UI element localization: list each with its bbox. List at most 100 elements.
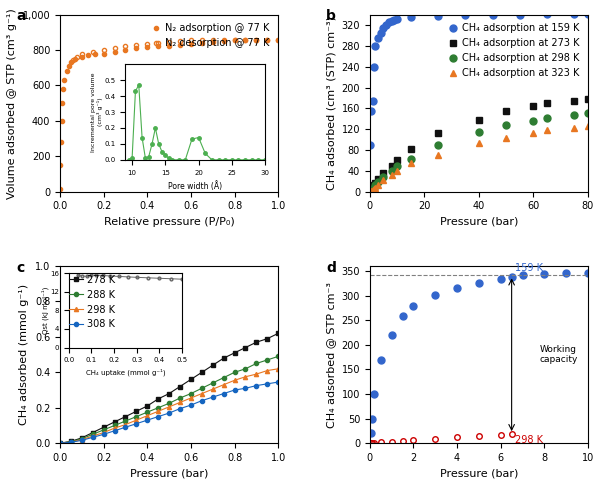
298 K <box>100 430 107 435</box>
CH₄ adsorption at 159 K <box>407 14 415 20</box>
N₂ adsorption @ 77 K <box>78 54 85 60</box>
CH₄ adsorption at 298 K <box>503 122 510 128</box>
CH₄ adsorption at 323 K <box>367 188 374 194</box>
CH₄ adsorption at 323 K <box>388 172 395 178</box>
Y-axis label: CH₄ adsorbed @ STP cm⁻³: CH₄ adsorbed @ STP cm⁻³ <box>326 281 336 428</box>
288 K <box>100 427 107 433</box>
X-axis label: Pressure (bar): Pressure (bar) <box>130 468 208 478</box>
CH₄ adsorption at 273 K <box>374 176 382 182</box>
278 K <box>166 391 173 396</box>
N₂ adsorption @ 77 K <box>133 45 140 51</box>
CH₄ adsorption at 323 K <box>434 152 442 158</box>
N₂ adsorption @ 77 K <box>111 49 118 55</box>
N₂ adsorption @ 77 K <box>63 68 70 74</box>
308 K <box>166 410 173 416</box>
278 K <box>111 419 118 425</box>
288 K <box>67 439 74 445</box>
CH₄ adsorption at 159 K <box>369 97 376 103</box>
N₂ desorption @ 77 K <box>275 37 282 43</box>
CH₄ adsorption at 159 K <box>544 11 551 17</box>
CH₄ adsorption at 273 K <box>368 186 375 192</box>
N₂ desorption @ 77 K <box>70 57 77 63</box>
308 K <box>263 381 271 387</box>
CH₄ adsorption at 323 K <box>503 135 510 141</box>
298 K <box>67 439 74 445</box>
298 K <box>78 437 85 443</box>
N₂ adsorption @ 77 K <box>56 186 64 192</box>
N₂ adsorption @ 77 K <box>65 63 73 69</box>
288 K <box>111 423 118 429</box>
CH₄ adsorption at 273 K <box>503 108 510 114</box>
CH₄ adsorption at 273 K <box>544 100 551 106</box>
N₂ adsorption @ 77 K <box>100 51 107 56</box>
278 K <box>263 336 271 341</box>
N₂ adsorption @ 77 K <box>220 38 227 44</box>
N₂ desorption @ 77 K <box>176 38 184 44</box>
CH₄ adsorption at 323 K <box>394 168 401 174</box>
Line: N₂ desorption @ 77 K: N₂ desorption @ 77 K <box>71 38 280 62</box>
Y-axis label: Volume adsorbed @ STP (cm³ g⁻¹): Volume adsorbed @ STP (cm³ g⁻¹) <box>7 8 17 199</box>
Y-axis label: CH₄ adsorbed (mmol g⁻¹): CH₄ adsorbed (mmol g⁻¹) <box>19 284 29 425</box>
308 K <box>242 385 249 391</box>
CH₄ adsorption at 323 K <box>371 185 379 190</box>
CH₄ adsorption at 273 K <box>434 130 442 136</box>
278 K <box>100 424 107 430</box>
N₂ desorption @ 77 K <box>187 37 194 43</box>
N₂ desorption @ 77 K <box>111 45 118 51</box>
CH₄ adsorption at 323 K <box>544 127 551 133</box>
Text: d: d <box>326 261 336 275</box>
CH₄ adsorption at 298 K <box>530 118 537 124</box>
Text: 298 K: 298 K <box>515 435 543 445</box>
CH₄ adsorption at 273 K <box>530 103 537 109</box>
298 K <box>187 395 194 401</box>
Text: Working
capacity: Working capacity <box>540 345 578 364</box>
CH₄ adsorption at 159 K <box>388 18 395 24</box>
CH₄ adsorption at 273 K <box>367 187 374 193</box>
N₂ adsorption @ 77 K <box>67 59 74 65</box>
N₂ adsorption @ 77 K <box>57 139 64 145</box>
298 K <box>220 382 227 388</box>
298 K <box>209 386 217 392</box>
CH₄ adsorption at 298 K <box>571 112 578 117</box>
298 K <box>242 374 249 380</box>
N₂ desorption @ 77 K <box>198 37 205 43</box>
308 K <box>111 428 118 434</box>
N₂ adsorption @ 77 K <box>61 77 68 83</box>
298 K <box>143 413 151 419</box>
308 K <box>155 413 162 419</box>
308 K <box>253 383 260 389</box>
298 K <box>176 399 184 405</box>
CH₄ adsorption at 159 K <box>516 12 523 18</box>
N₂ desorption @ 77 K <box>209 37 217 43</box>
278 K <box>56 440 64 446</box>
CH₄ adsorption at 298 K <box>584 110 592 115</box>
308 K <box>89 434 97 440</box>
CH₄ adsorption at 159 K <box>489 12 496 18</box>
278 K <box>187 376 194 382</box>
N₂ desorption @ 77 K <box>231 37 238 43</box>
CH₄ adsorption at 273 K <box>388 163 395 169</box>
N₂ desorption @ 77 K <box>166 39 173 45</box>
278 K <box>89 430 97 435</box>
N₂ adsorption @ 77 K <box>198 40 205 46</box>
N₂ adsorption @ 77 K <box>253 37 260 43</box>
308 K <box>275 379 282 385</box>
278 K <box>209 362 217 368</box>
298 K <box>231 377 238 383</box>
308 K <box>220 391 227 396</box>
CH₄ adsorption at 273 K <box>369 185 376 190</box>
CH₄ adsorption at 159 K <box>367 142 374 148</box>
N₂ adsorption @ 77 K <box>59 86 67 92</box>
308 K <box>187 402 194 408</box>
CH₄ adsorption at 323 K <box>368 187 375 193</box>
CH₄ adsorption at 323 K <box>407 160 415 166</box>
CH₄ adsorption at 273 K <box>584 96 592 102</box>
N₂ adsorption @ 77 K <box>57 162 64 168</box>
N₂ desorption @ 77 K <box>74 54 81 60</box>
CH₄ adsorption at 298 K <box>367 188 374 194</box>
288 K <box>198 385 205 391</box>
N₂ adsorption @ 77 K <box>59 100 66 106</box>
CH₄ adsorption at 298 K <box>369 186 376 192</box>
N₂ adsorption @ 77 K <box>187 41 194 47</box>
Text: 159 K: 159 K <box>515 263 543 274</box>
